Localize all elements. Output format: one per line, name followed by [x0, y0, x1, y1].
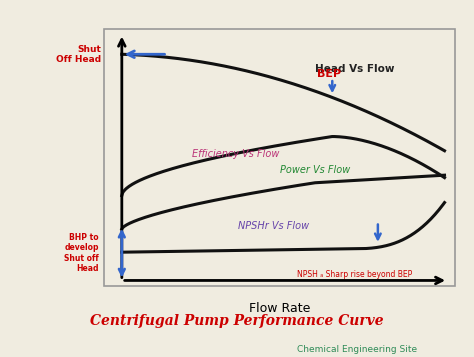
Text: BHP to
develop
Shut off
Head: BHP to develop Shut off Head [64, 233, 99, 273]
Text: Shut
Off Head: Shut Off Head [55, 45, 101, 64]
Text: Chemical Engineering Site: Chemical Engineering Site [297, 345, 417, 355]
Text: Efficiency Vs Flow: Efficiency Vs Flow [192, 149, 279, 159]
Text: BEP: BEP [317, 69, 341, 79]
Text: NPSH ₐ Sharp rise beyond BEP: NPSH ₐ Sharp rise beyond BEP [297, 270, 412, 278]
Text: Power Vs Flow: Power Vs Flow [280, 165, 350, 175]
Text: Flow Rate: Flow Rate [249, 302, 310, 315]
Text: Centrifugal Pump Performance Curve: Centrifugal Pump Performance Curve [90, 314, 384, 328]
Text: Head Vs Flow: Head Vs Flow [315, 64, 394, 74]
Text: NPSHr Vs Flow: NPSHr Vs Flow [237, 221, 309, 231]
